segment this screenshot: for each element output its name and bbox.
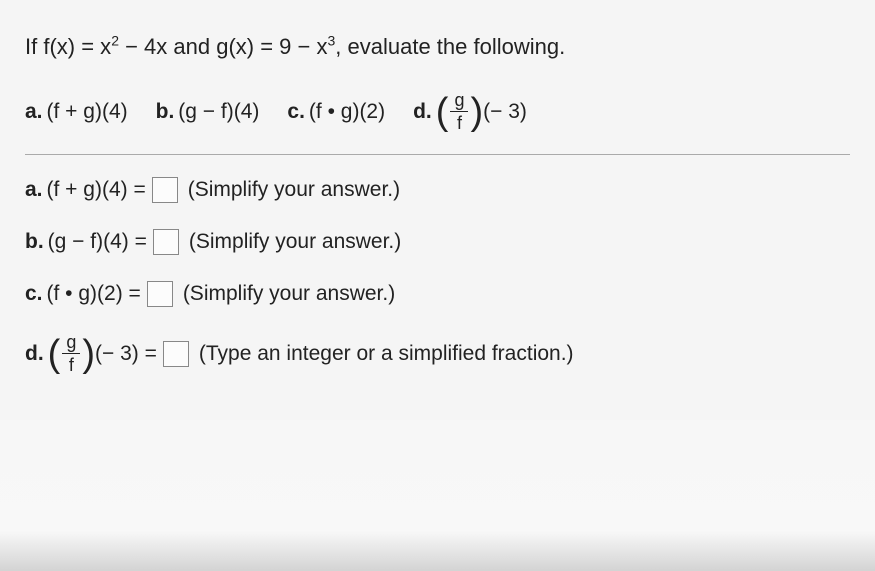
- fraction-denominator: f: [65, 354, 78, 374]
- part-b: b. (g − f)(4): [156, 100, 260, 124]
- answer-d-label: d.: [25, 342, 44, 366]
- fraction-numerator: g: [62, 333, 80, 354]
- problem-panel: If f(x) = x2 − 4x and g(x) = 9 − x3, eva…: [0, 0, 875, 420]
- answer-c-lhs: (f • g)(2) =: [47, 282, 141, 306]
- part-a-expr: (f + g)(4): [47, 100, 128, 124]
- answer-d-after: (− 3) =: [95, 342, 157, 366]
- answer-c-hint: (Simplify your answer.): [183, 282, 395, 306]
- paren-open-icon: (: [48, 335, 61, 373]
- question-mid: − 4x and g(x) = 9 − x: [119, 34, 328, 59]
- paren-close-icon: ): [82, 335, 95, 373]
- answer-b-label: b.: [25, 230, 44, 254]
- answer-b-lhs: (g − f)(4) =: [48, 230, 147, 254]
- answer-b-hint: (Simplify your answer.): [189, 230, 401, 254]
- fraction-numerator: g: [450, 91, 468, 112]
- answer-a-input[interactable]: [152, 177, 178, 203]
- paren-close-icon: ): [470, 93, 483, 131]
- part-d-fraction: ( g f ): [436, 91, 483, 132]
- part-b-label: b.: [156, 100, 175, 124]
- fraction-g-over-f: g f: [450, 91, 468, 132]
- fraction-g-over-f: g f: [62, 333, 80, 374]
- answer-d-input[interactable]: [163, 341, 189, 367]
- answer-b-input[interactable]: [153, 229, 179, 255]
- part-c-label: c.: [287, 100, 305, 124]
- question-prefix: If f(x) = x: [25, 34, 111, 59]
- answer-d-fraction: ( g f ): [48, 333, 95, 374]
- answer-a-label: a.: [25, 178, 43, 202]
- answer-b: b. (g − f)(4) = (Simplify your answer.): [25, 229, 850, 255]
- answer-d-hint: (Type an integer or a simplified fractio…: [199, 342, 574, 366]
- answer-a-hint: (Simplify your answer.): [188, 178, 400, 202]
- question-suffix: , evaluate the following.: [335, 34, 565, 59]
- question-text: If f(x) = x2 − 4x and g(x) = 9 − x3, eva…: [25, 30, 850, 63]
- answer-a-lhs: (f + g)(4) =: [47, 178, 146, 202]
- part-c-expr: (f • g)(2): [309, 100, 385, 124]
- part-b-expr: (g − f)(4): [178, 100, 259, 124]
- part-a: a. (f + g)(4): [25, 100, 128, 124]
- fraction-denominator: f: [453, 112, 466, 132]
- answer-d: d. ( g f ) (− 3) = (Type an integer or a…: [25, 333, 850, 374]
- answer-c-label: c.: [25, 282, 43, 306]
- part-c: c. (f • g)(2): [287, 100, 385, 124]
- divider: [25, 154, 850, 155]
- answer-c-input[interactable]: [147, 281, 173, 307]
- exponent-1: 2: [111, 33, 119, 49]
- paren-open-icon: (: [436, 93, 449, 131]
- part-a-label: a.: [25, 100, 43, 124]
- part-d-after: (− 3): [483, 100, 527, 124]
- answer-c: c. (f • g)(2) = (Simplify your answer.): [25, 281, 850, 307]
- answer-a: a. (f + g)(4) = (Simplify your answer.): [25, 177, 850, 203]
- part-d: d. ( g f ) (− 3): [413, 91, 527, 132]
- part-d-label: d.: [413, 100, 432, 124]
- bottom-shadow: [0, 531, 875, 571]
- parts-list: a. (f + g)(4) b. (g − f)(4) c. (f • g)(2…: [25, 91, 850, 132]
